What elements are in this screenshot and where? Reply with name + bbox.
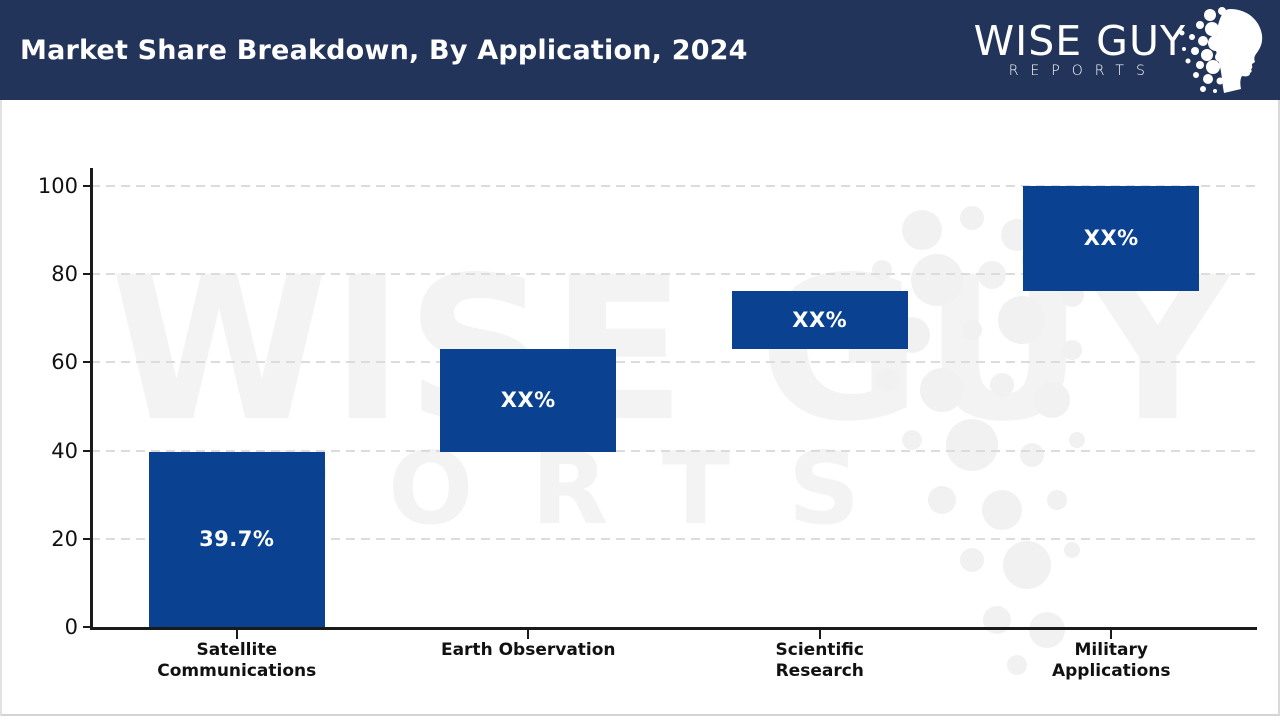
y-axis-tick [83,273,91,276]
x-axis-category-label: Scientific Research [775,640,864,681]
bar-value-label: XX% [1083,226,1139,251]
x-axis-line [90,627,1257,630]
gridline [91,185,1257,187]
y-axis-tick [83,185,91,187]
bar-value-label: XX% [792,307,848,332]
x-axis-tick [527,630,530,639]
x-axis-tick [235,630,238,639]
bar-earth-observation: XX% [440,348,617,452]
chart-canvas: WISE GUY PORTS 0 20 40 60 80 100 39.7% Satellit… [0,100,1280,716]
x-axis-tick [1110,630,1113,639]
x-axis-category-label: Earth Observation [440,640,616,660]
gridline [91,449,1257,452]
y-axis-tick-label: 100 [37,174,78,198]
y-axis-tick-label: 20 [51,526,78,551]
logo-subtext: REPORTS [1008,63,1157,79]
gridline [91,361,1257,364]
y-axis-tick-label: 40 [51,438,78,463]
bar-satellite-communications: 39.7% [148,451,325,627]
y-axis-tick-label: 60 [51,350,78,375]
y-axis-tick [83,361,91,364]
bar-military-applications: XX% [1023,186,1200,291]
y-axis-tick-label: 0 [64,615,78,639]
bar-value-label: XX% [500,388,556,413]
logo-text: WISE GUY REPORTS [973,17,1186,80]
x-axis-category-label: Military Applications [1051,640,1171,681]
y-axis-tick [83,537,91,540]
y-axis-line [90,168,93,630]
y-axis-tick-label: 80 [51,262,78,287]
y-axis-tick [83,449,91,452]
x-axis-category-label: Satellite Communications [157,640,317,681]
bar-scientific-research: XX% [731,290,908,349]
y-axis-tick [83,626,91,628]
header: Market Share Breakdown, By Application, … [0,0,1280,100]
wiseguy-logo: WISE GUY REPORTS [974,5,1266,95]
page-title: Market Share Breakdown, By Application, … [20,34,748,66]
bar-value-label: 39.7% [199,527,275,552]
logo-head-icon [1179,7,1263,93]
gridline [91,537,1257,540]
x-axis-tick [818,630,821,639]
logo-wordmark: WISE GUY [973,17,1186,65]
gridline [91,273,1257,276]
